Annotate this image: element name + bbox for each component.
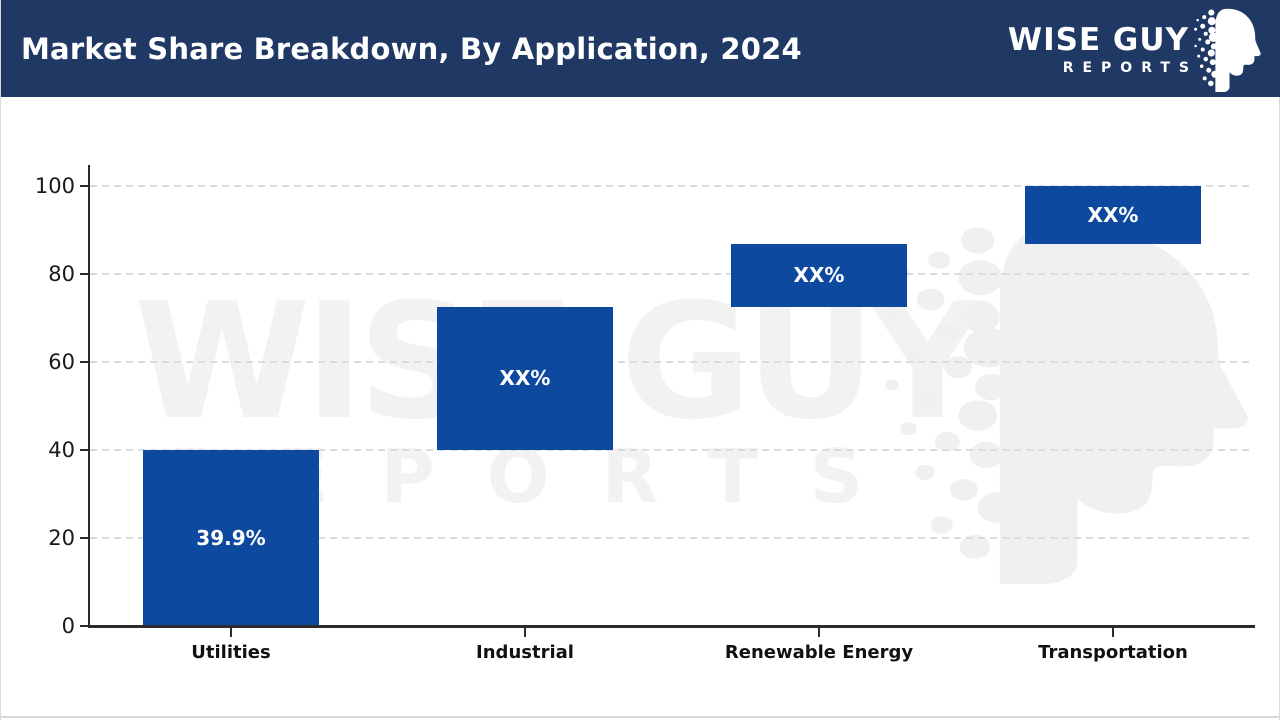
- y-gridline: [90, 185, 1254, 187]
- waterfall-bar: [437, 306, 613, 451]
- x-tick-mark: [524, 628, 526, 637]
- y-tick-label: 60: [48, 350, 75, 374]
- logo-text: WISE GUY REPORTS: [1008, 23, 1189, 76]
- y-gridline: [90, 537, 1254, 539]
- y-tick-mark: [80, 273, 89, 275]
- y-tick-label: 0: [61, 614, 75, 638]
- y-gridline: [90, 273, 1254, 275]
- y-tick-mark: [80, 625, 89, 627]
- x-tick-mark: [818, 628, 820, 637]
- bar-value-label: XX%: [1087, 203, 1139, 228]
- bar-value-label: XX%: [793, 263, 845, 288]
- y-tick-label: 80: [48, 262, 75, 286]
- y-tick-label: 20: [48, 526, 75, 550]
- waterfall-bar: [143, 450, 319, 626]
- x-tick-mark: [230, 628, 232, 637]
- y-tick-mark: [80, 449, 89, 451]
- x-axis-line: [88, 625, 1255, 628]
- bar-value-label: 39.9%: [196, 526, 266, 551]
- wise-guy-logo: WISE GUY REPORTS: [1008, 4, 1273, 94]
- bottom-divider: [1, 716, 1280, 718]
- y-tick-mark: [80, 537, 89, 539]
- y-axis-line: [88, 165, 90, 628]
- y-tick-label: 100: [34, 174, 75, 198]
- logo-wordmark: WISE GUY: [1007, 21, 1189, 58]
- header-bar: Market Share Breakdown, By Application, …: [1, 0, 1280, 97]
- bar-value-label: XX%: [499, 366, 551, 391]
- y-tick-mark: [80, 361, 89, 363]
- waterfall-bar: [1025, 186, 1201, 245]
- x-category-label: Transportation: [1038, 642, 1188, 663]
- x-tick-mark: [1112, 628, 1114, 637]
- y-tick-label: 40: [48, 438, 75, 462]
- x-category-label: Utilities: [191, 642, 271, 663]
- x-category-label: Renewable Energy: [724, 642, 914, 663]
- y-tick-mark: [80, 185, 89, 187]
- y-gridline: [90, 449, 1254, 451]
- logo-head-icon: [1194, 8, 1261, 92]
- x-category-label: Industrial: [476, 642, 574, 663]
- page-title: Market Share Breakdown, By Application, …: [21, 31, 802, 66]
- waterfall-bar: [731, 244, 907, 307]
- y-gridline: [90, 361, 1254, 363]
- logo-subtext: REPORTS: [1062, 59, 1198, 76]
